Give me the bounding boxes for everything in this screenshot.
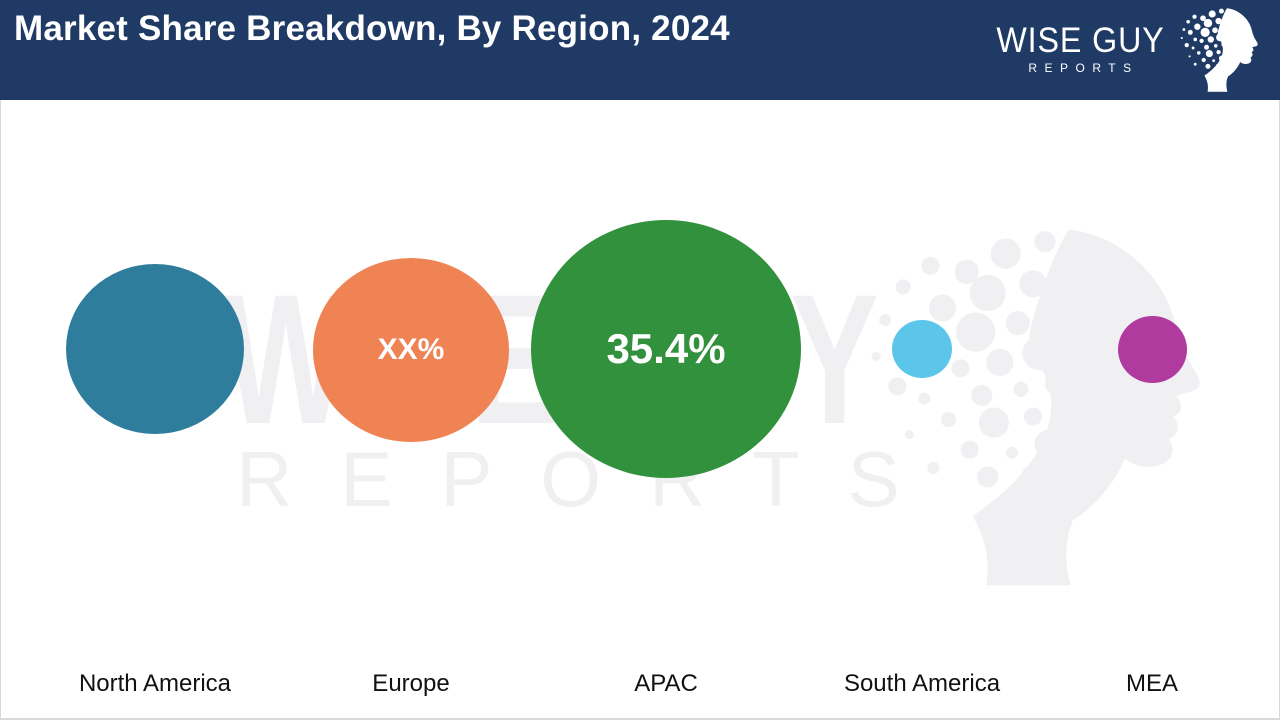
bubble-value-label: 35.4% [606,325,726,372]
bubble-value-label: XX% [377,333,445,366]
logo-wordmark-line1: WISE GUY [996,21,1165,60]
page-title: Market Share Breakdown, By Region, 2024 [14,9,730,48]
bubble-apac: 35.4% [531,220,801,478]
logo-head-icon [1174,6,1266,92]
category-label-europe: Europe [372,670,450,697]
bubble-south-america [892,320,952,378]
category-label-mea: MEA [1125,670,1179,697]
logo-wordmark: WISE GUY REPORTS [989,23,1172,75]
bubble-north-america [66,264,244,434]
watermark-reports: REPORTS [236,435,948,523]
bubble-mea [1117,315,1187,383]
logo-wordmark-line2: REPORTS [1028,61,1139,75]
wise-guy-logo: WISE GUY REPORTS [989,6,1266,92]
chart-area: WISE GUY REPORTS XX%35.4% North AmericaE… [0,100,1280,720]
bubble-europe: XX% [313,258,509,442]
category-label-north-america: North America [78,670,232,697]
watermark-head-icon [843,220,1235,586]
category-label-south-america: South America [843,670,1001,697]
header-bar: Market Share Breakdown, By Region, 2024 … [0,0,1280,100]
category-label-apac: APAC [634,670,698,697]
